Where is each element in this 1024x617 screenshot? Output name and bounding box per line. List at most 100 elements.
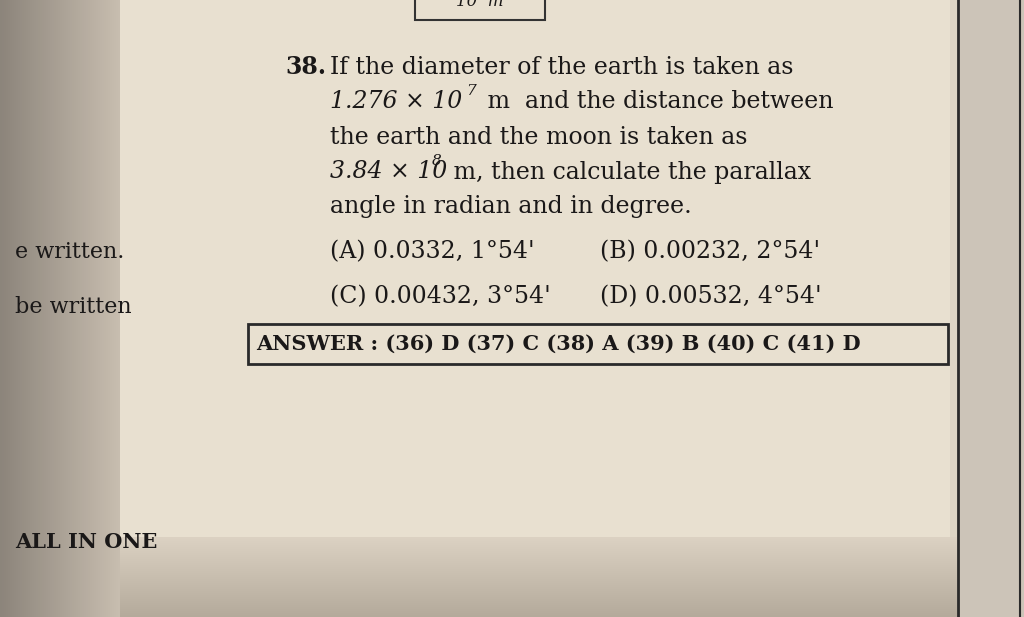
Bar — [120, 550, 961, 551]
Bar — [120, 602, 961, 603]
Bar — [120, 606, 961, 607]
Bar — [120, 542, 961, 543]
Bar — [120, 583, 961, 584]
Bar — [120, 549, 961, 550]
Bar — [958, 0, 1024, 617]
Text: (B) 0.00232, 2°54': (B) 0.00232, 2°54' — [600, 241, 820, 263]
Bar — [120, 601, 961, 602]
Text: ALL IN ONE: ALL IN ONE — [15, 532, 158, 552]
Bar — [120, 538, 961, 539]
Text: m, then calculate the parallax: m, then calculate the parallax — [446, 160, 811, 183]
Bar — [120, 571, 961, 572]
Bar — [120, 587, 961, 588]
Text: 7: 7 — [466, 84, 476, 98]
Text: (C) 0.00432, 3°54': (C) 0.00432, 3°54' — [330, 286, 551, 308]
Bar — [120, 547, 961, 548]
Bar — [120, 603, 961, 604]
Bar — [120, 615, 961, 616]
Bar — [120, 581, 961, 582]
Bar — [120, 539, 961, 540]
Bar — [120, 544, 961, 545]
Bar — [120, 594, 961, 595]
Bar — [120, 612, 961, 613]
Bar — [120, 537, 961, 538]
Bar — [120, 604, 961, 605]
Bar — [120, 573, 961, 574]
Bar — [120, 611, 961, 612]
Bar — [120, 543, 961, 544]
Text: 10  m: 10 m — [457, 0, 504, 10]
Bar — [120, 599, 961, 600]
Bar — [120, 560, 961, 561]
Text: e written.: e written. — [15, 241, 124, 263]
Bar — [120, 598, 961, 599]
Bar — [120, 586, 961, 587]
Bar — [120, 557, 961, 558]
Text: 3.84 × 10: 3.84 × 10 — [330, 160, 447, 183]
Bar — [120, 551, 961, 552]
Bar — [120, 600, 961, 601]
Bar — [120, 608, 961, 609]
Bar — [120, 607, 961, 608]
Text: 38.: 38. — [285, 55, 326, 79]
Bar — [120, 589, 961, 590]
Text: (A) 0.0332, 1°54': (A) 0.0332, 1°54' — [330, 241, 535, 263]
Bar — [120, 582, 961, 583]
Text: 1.276 × 10: 1.276 × 10 — [330, 91, 462, 114]
Bar — [120, 552, 961, 553]
Bar — [120, 0, 950, 617]
Bar — [120, 563, 961, 564]
Bar — [120, 605, 961, 606]
Bar — [120, 597, 961, 598]
Bar — [120, 584, 961, 585]
Bar — [120, 580, 961, 581]
Text: the earth and the moon is taken as: the earth and the moon is taken as — [330, 125, 748, 149]
Text: m  and the distance between: m and the distance between — [480, 91, 834, 114]
Bar — [120, 564, 961, 565]
Text: be written: be written — [15, 296, 132, 318]
Bar — [248, 324, 948, 364]
Bar — [120, 546, 961, 547]
Bar — [120, 569, 961, 570]
Bar — [120, 570, 961, 571]
Bar — [120, 572, 961, 573]
Bar — [120, 610, 961, 611]
Bar — [120, 565, 961, 566]
Bar — [120, 593, 961, 594]
Bar — [120, 595, 961, 596]
Bar — [120, 561, 961, 562]
Text: angle in radian and in degree.: angle in radian and in degree. — [330, 196, 692, 218]
Bar — [120, 574, 961, 575]
Bar — [120, 556, 961, 557]
Bar — [120, 609, 961, 610]
Bar — [120, 548, 961, 549]
Bar — [120, 562, 961, 563]
Bar — [120, 578, 961, 579]
Bar — [120, 591, 961, 592]
Bar — [120, 558, 961, 559]
Bar — [120, 568, 961, 569]
Bar — [120, 545, 961, 546]
Bar — [120, 590, 961, 591]
Bar — [120, 559, 961, 560]
Bar — [120, 555, 961, 556]
Text: If the diameter of the earth is taken as: If the diameter of the earth is taken as — [330, 56, 794, 78]
Bar — [120, 575, 961, 576]
Bar — [120, 585, 961, 586]
Bar — [120, 579, 961, 580]
Bar — [120, 616, 961, 617]
Text: 8: 8 — [432, 154, 441, 168]
Bar — [120, 588, 961, 589]
Bar — [120, 576, 961, 577]
Bar — [120, 553, 961, 554]
Bar — [120, 613, 961, 614]
Bar — [120, 540, 961, 541]
Bar — [120, 566, 961, 567]
Bar — [120, 592, 961, 593]
Bar — [120, 541, 961, 542]
Bar — [120, 577, 961, 578]
Bar — [120, 614, 961, 615]
Bar — [120, 554, 961, 555]
Text: ANSWER : (36) D (37) C (38) A (39) B (40) C (41) D: ANSWER : (36) D (37) C (38) A (39) B (40… — [256, 334, 860, 354]
Bar — [415, 0, 545, 20]
